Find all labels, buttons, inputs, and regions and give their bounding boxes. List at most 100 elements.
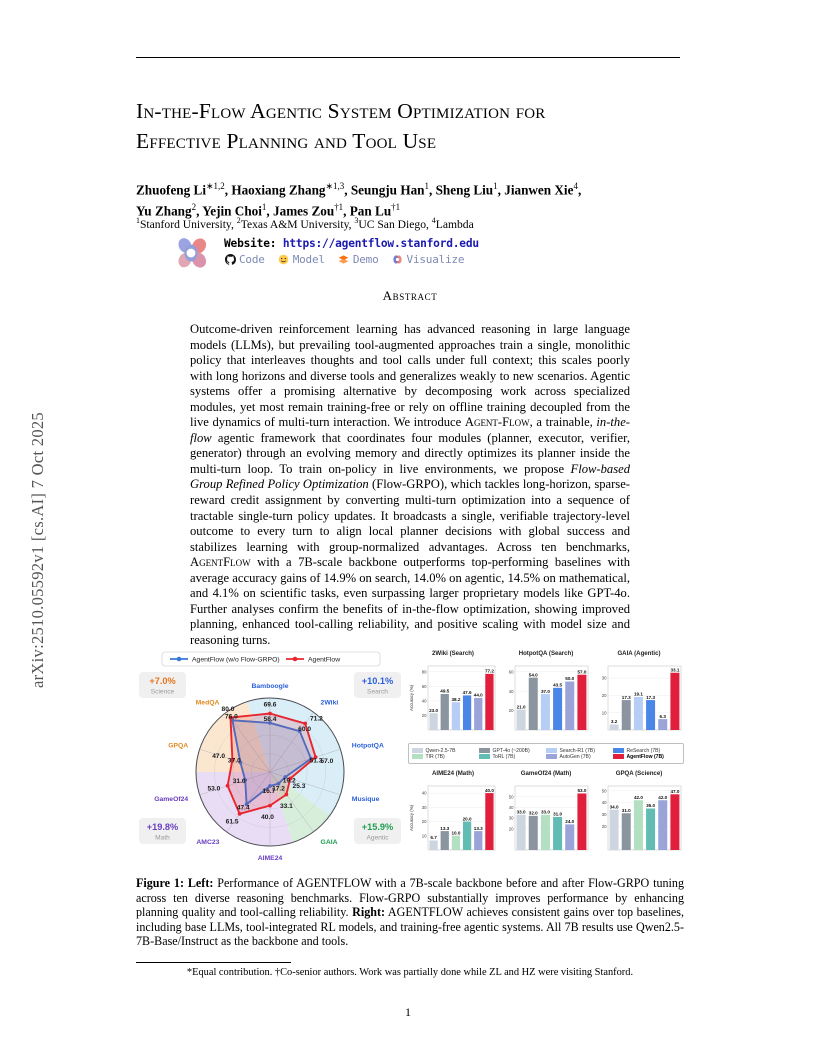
bar-value-label: 47.0 — [670, 789, 679, 794]
link-demo-label: Demo — [352, 253, 379, 266]
bar — [553, 687, 563, 730]
radar-point — [225, 783, 230, 788]
radar-axis-label: GAIA — [321, 839, 338, 846]
legend-swatch — [613, 748, 624, 753]
y-tick-label: 30 — [602, 812, 607, 817]
huggingface-icon — [278, 254, 290, 266]
radar-value-label: 17.2 — [272, 786, 285, 793]
legend-label: AgentFlow (7B) — [626, 753, 664, 760]
y-tick-label: 20 — [509, 708, 514, 713]
page-number: 1 — [405, 1005, 411, 1019]
bar — [646, 700, 656, 730]
legend-swatch — [546, 748, 557, 753]
legend-item: ReSearch (7B) — [613, 748, 680, 754]
radar-axis-label: Bamboogle — [251, 683, 288, 690]
legend-swatch — [479, 754, 490, 759]
author-line-1: Zhuofeng Li∗1,2, Haoxiang Zhang∗1,3, Seu… — [136, 181, 582, 198]
radar-legend: AgentFlow (w/o Flow-GRPO) AgentFlow — [161, 651, 381, 667]
link-code[interactable]: Code — [224, 253, 265, 266]
y-axis-label: Accuracy (%) — [409, 804, 414, 831]
bar-value-label: 47.6 — [463, 690, 472, 695]
bar-svg: 20 40 60 80 Accuracy (%) 23.0 49.538.247.644.0… — [409, 665, 496, 731]
bar-value-label: 42.0 — [634, 795, 643, 800]
github-icon — [224, 253, 236, 266]
gain-label: Science — [151, 689, 175, 696]
website-url[interactable]: https://agentflow.stanford.edu — [282, 237, 479, 250]
legend-label: AgentFlow (w/o Flow-GRPO) — [192, 656, 280, 663]
radar-point — [297, 729, 302, 734]
legend-swatch — [412, 748, 423, 753]
y-tick-label: 60 — [509, 669, 514, 674]
caption-part-1: Performance of AGENTFLOW with a 7B-scale… — [136, 876, 685, 920]
radar-axis-label: AIME24 — [258, 855, 283, 862]
bar — [577, 674, 587, 730]
bar-value-label: 53.0 — [577, 788, 586, 793]
legend-label: ReSearch (7B) — [626, 747, 661, 754]
y-tick-label: 40 — [422, 791, 427, 796]
radar-spoke — [199, 748, 271, 773]
link-model[interactable]: Model — [278, 253, 325, 266]
y-tick-label: 60 — [422, 684, 427, 689]
radar-value-label: 76.0 — [225, 713, 238, 720]
y-tick-label: 20 — [602, 824, 607, 829]
bar — [516, 709, 526, 730]
bar-value-label: 31.0 — [553, 812, 562, 817]
radar-sector-agentic — [270, 772, 330, 843]
bar — [462, 821, 472, 850]
caption-part-2: AGENTFLOW achieves consistent gains over… — [136, 905, 684, 949]
bar-chart-title: 2Wiki (Search) — [432, 650, 474, 657]
y-tick-label: 20 — [422, 713, 427, 718]
bar-value-label: 54.0 — [529, 672, 538, 677]
radar-value-label: 31.0 — [233, 778, 246, 785]
radar-spoke — [269, 771, 314, 832]
radar-value-label: 47.4 — [237, 805, 250, 812]
website-block: Website: https://agentflow.stanford.edu … — [136, 236, 684, 276]
bar-value-label: 77.2 — [485, 669, 494, 674]
bar-chart-legend: Qwen-2.5-7B GPT-4o (~200B) Search-R1 (7B) R… — [408, 743, 684, 764]
bar-value-label: 49.5 — [440, 689, 449, 694]
bar — [485, 793, 494, 850]
bar-chart-title: GAIA (Agentic) — [617, 650, 661, 657]
bar-card-hotpotqa-search: HotpotQA (Search) 20 40 60 21.0 54.0 37.0 43.5 5… — [501, 650, 591, 741]
radar-value-label: 57.0 — [320, 758, 333, 765]
radar-point — [244, 802, 249, 807]
bar — [440, 694, 449, 730]
y-tick-label: 50 — [509, 794, 514, 799]
website-label: Website: — [224, 237, 277, 250]
radar-axis-label: HotpotQA — [352, 743, 384, 750]
agentflow-logo-icon — [178, 238, 207, 268]
radar-point — [237, 811, 242, 816]
legend-swatch — [546, 754, 557, 759]
radar-value-label: 16.7 — [262, 788, 275, 795]
bar-value-label: 31.0 — [622, 808, 631, 813]
plot-frame — [607, 785, 682, 851]
gain-value: +19.8% — [147, 822, 178, 832]
bar-value-label: 17.3 — [646, 695, 655, 700]
bar-chart-title: AIME24 (Math) — [432, 770, 474, 777]
link-demo[interactable]: Demo — [338, 253, 379, 266]
bar — [516, 814, 526, 850]
bar — [540, 814, 550, 850]
radar-point — [268, 784, 272, 788]
radar-sector-science — [196, 701, 270, 772]
page-title: In-the-Flow Agentic System Optimization … — [136, 96, 684, 156]
bar — [646, 808, 656, 850]
bar-chart-title: GameOf24 (Math) — [520, 770, 572, 777]
bar — [633, 696, 643, 730]
bar-card-2wiki-search: 2Wiki (Search) 20 40 60 80 Accuracy (%) 23.0 49… — [408, 650, 498, 741]
gain-value: +7.0% — [149, 676, 175, 686]
bar-value-label: 10.0 — [451, 830, 460, 835]
bar — [528, 677, 538, 730]
bar — [462, 695, 472, 730]
legend-label: ToRL (7B) — [492, 753, 516, 760]
plot-frame — [427, 785, 496, 851]
bar-value-label: 6.7 — [430, 835, 437, 840]
radar-spoke — [269, 748, 341, 773]
link-visualize[interactable]: Visualize — [392, 253, 465, 266]
bar-value-label: 38.2 — [451, 697, 460, 702]
radar-value-label: 47.0 — [212, 753, 225, 760]
bar-value-label: 13.3 — [474, 826, 483, 831]
radar-point — [228, 715, 233, 720]
radar-gain-badge-agentic: +15.9% Agentic — [354, 818, 401, 844]
radar-axis-label: MedQA — [196, 700, 220, 707]
